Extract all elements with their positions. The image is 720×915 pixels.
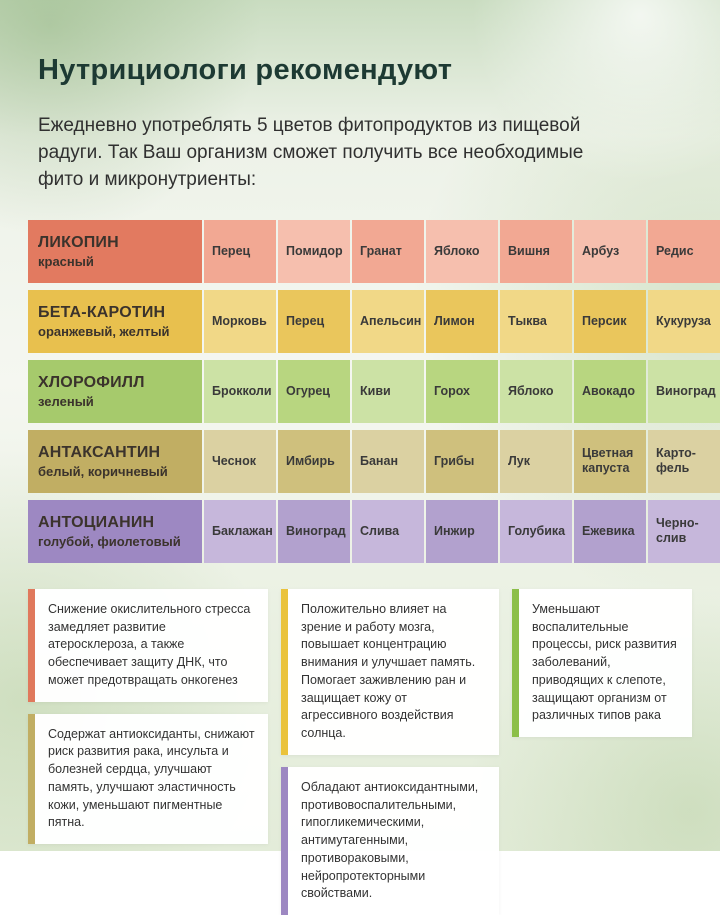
food-cell: Виноград: [278, 499, 350, 563]
food-cell: Авокадо: [574, 359, 646, 423]
food-cell: Яблоко: [500, 359, 572, 423]
food-cell: Виноград: [648, 359, 720, 423]
notes-column-right: Уменьшают воспалительные процессы, риск …: [512, 588, 692, 738]
food-cell: Слива: [352, 499, 424, 563]
page-title: Нутрициологи рекомендуют: [38, 54, 453, 86]
intro-text: Ежедневно употреблять 5 цветов фитопроду…: [38, 115, 584, 190]
notes-column-left: Снижение окислительного стресса замедляе…: [28, 588, 268, 845]
food-cell: Баклажан: [204, 499, 276, 563]
row-name: БЕТА-КАРОТИН: [38, 303, 166, 321]
row-label-chlorophyll: ХЛОРОФИЛЛ зеленый: [28, 359, 202, 423]
food-cell: Редис: [648, 219, 720, 283]
table-row-beta-carotene: БЕТА-КАРОТИН оранжевый, желтый Морковь П…: [28, 289, 720, 353]
row-label-lycopene: ЛИКОПИН красный: [28, 219, 202, 283]
food-cell: Черно-слив: [648, 499, 720, 563]
table-row-anthoxanthin: АНТАКСАНТИН белый, коричневый Чеснок Имб…: [28, 429, 720, 493]
row-name: АНТАКСАНТИН: [38, 443, 161, 461]
food-cell: Перец: [204, 219, 276, 283]
notes-column-middle: Положительно влияет на зрение и работу м…: [281, 588, 499, 915]
food-cell: Гранат: [352, 219, 424, 283]
food-cell: Кукуруза: [648, 289, 720, 353]
food-cell: Лимон: [426, 289, 498, 353]
food-cell: Горох: [426, 359, 498, 423]
row-subtitle: голубой, фиолетовый: [38, 533, 181, 549]
row-label-anthoxanthin: АНТАКСАНТИН белый, коричневый: [28, 429, 202, 493]
note-anthocyanin: Обладают антиоксидантными, противовоспал…: [281, 766, 499, 915]
notes-section: Снижение окислительного стресса замедляе…: [28, 588, 692, 915]
nutrient-table: ЛИКОПИН красный Перец Помидор Гранат Ябл…: [28, 219, 720, 563]
food-cell: Банан: [352, 429, 424, 493]
food-cell: Цветная капуста: [574, 429, 646, 493]
food-cell: Лук: [500, 429, 572, 493]
food-cell: Тыква: [500, 289, 572, 353]
food-cell: Грибы: [426, 429, 498, 493]
food-cell: Карто-фель: [648, 429, 720, 493]
food-cell: Яблоко: [426, 219, 498, 283]
infographic-page: Нутрициологи рекомендуют Ежедневно употр…: [0, 54, 720, 915]
row-subtitle: белый, коричневый: [38, 463, 168, 479]
food-cell: Огурец: [278, 359, 350, 423]
row-label-beta-carotene: БЕТА-КАРОТИН оранжевый, желтый: [28, 289, 202, 353]
row-subtitle: зеленый: [38, 393, 94, 409]
note-anthoxanthin: Содержат антиоксиданты, снижают риск раз…: [28, 713, 268, 845]
note-beta-carotene: Положительно влияет на зрение и работу м…: [281, 588, 499, 755]
food-cell: Киви: [352, 359, 424, 423]
food-cell: Вишня: [500, 219, 572, 283]
food-cell: Арбуз: [574, 219, 646, 283]
row-label-anthocyanin: АНТОЦИАНИН голубой, фиолетовый: [28, 499, 202, 563]
food-cell: Апельсин: [352, 289, 424, 353]
row-subtitle: красный: [38, 253, 94, 269]
food-cell: Инжир: [426, 499, 498, 563]
row-name: ЛИКОПИН: [38, 233, 119, 251]
table-row-chlorophyll: ХЛОРОФИЛЛ зеленый Брокколи Огурец Киви Г…: [28, 359, 720, 423]
food-cell: Имбирь: [278, 429, 350, 493]
table-row-anthocyanin: АНТОЦИАНИН голубой, фиолетовый Баклажан …: [28, 499, 720, 563]
food-cell: Голубика: [500, 499, 572, 563]
food-cell: Персик: [574, 289, 646, 353]
food-cell: Чеснок: [204, 429, 276, 493]
row-name: АНТОЦИАНИН: [38, 513, 155, 531]
food-cell: Ежевика: [574, 499, 646, 563]
food-cell: Помидор: [278, 219, 350, 283]
row-name: ХЛОРОФИЛЛ: [38, 373, 145, 391]
note-lycopene: Снижение окислительного стресса замедляе…: [28, 588, 268, 702]
note-chlorophyll: Уменьшают воспалительные процессы, риск …: [512, 588, 692, 738]
food-cell: Перец: [278, 289, 350, 353]
table-row-lycopene: ЛИКОПИН красный Перец Помидор Гранат Ябл…: [28, 219, 720, 283]
food-cell: Брокколи: [204, 359, 276, 423]
food-cell: Морковь: [204, 289, 276, 353]
row-subtitle: оранжевый, желтый: [38, 323, 170, 339]
